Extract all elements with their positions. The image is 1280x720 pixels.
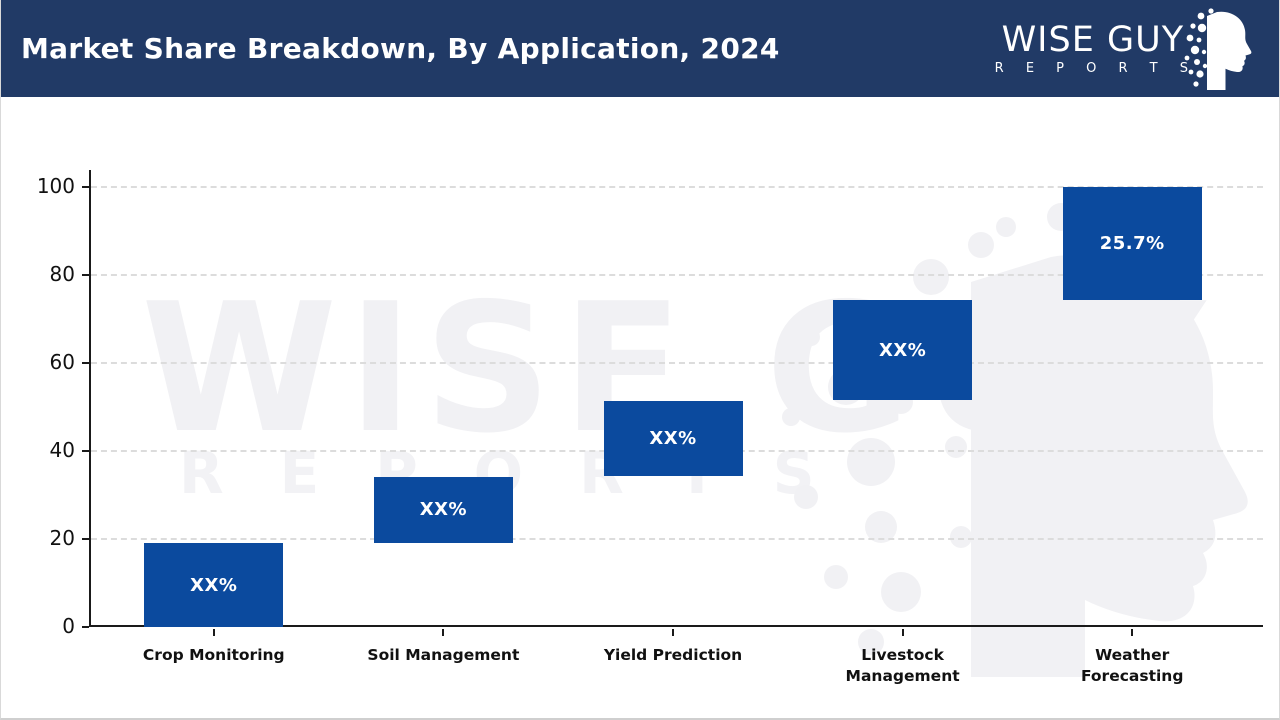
bar-value-label: 25.7%	[1099, 233, 1165, 255]
x-axis-label-crop-monitoring: Crop Monitoring	[142, 646, 285, 664]
x-tick-mark	[901, 629, 904, 636]
gridline-y-20	[91, 538, 1263, 540]
x-axis-label-weather-forecasting: Weather Forecasting	[1080, 646, 1184, 685]
y-tick-mark	[82, 186, 89, 188]
y-tick-mark	[82, 626, 89, 628]
bar-value-label: XX%	[419, 499, 468, 521]
bar-value-label: XX%	[190, 574, 238, 596]
gridline-y-80	[91, 274, 1263, 276]
bar-value-label: XX%	[649, 427, 697, 449]
x-tick-mark	[212, 629, 215, 636]
y-tick-mark	[82, 538, 89, 540]
y-tick-label-60: 60	[49, 350, 75, 374]
y-tick-label-0: 0	[62, 614, 75, 638]
chart-area: WISE GUY REPORTS 0 20 40 60 80 100 XX% Crop Mon…	[1, 97, 1280, 720]
brand-logo: WISE GUY R E P O R T S	[989, 6, 1257, 92]
brand-wordmark: WISE GUY R E P O R T S	[989, 22, 1197, 76]
bar-weather-forecasting: 25.7%	[1062, 187, 1202, 301]
chart-title: Market Share Breakdown, By Application, …	[21, 32, 780, 65]
brand-subname: R E P O R T S	[994, 60, 1197, 76]
y-tick-label-20: 20	[49, 526, 75, 550]
bar-yield-prediction: XX%	[603, 400, 743, 477]
x-axis-label-livestock-management: Livestock Management	[845, 646, 960, 685]
header-bar: Market Share Breakdown, By Application, …	[1, 0, 1279, 97]
bar-soil-management: XX%	[373, 476, 513, 543]
y-tick-label-80: 80	[49, 262, 75, 286]
plot-area: 0 20 40 60 80 100 XX% Crop Monitoring XX% Soil Ma…	[37, 170, 1263, 685]
y-tick-mark	[82, 274, 89, 276]
x-tick-mark	[442, 629, 445, 636]
bar-livestock-management: XX%	[833, 300, 973, 400]
x-tick-mark	[672, 629, 674, 636]
y-tick-mark	[82, 450, 89, 452]
brand-name: WISE GUY	[1001, 19, 1185, 60]
wise-guy-face-icon	[1184, 7, 1252, 90]
x-tick-mark	[1131, 629, 1134, 636]
y-tick-mark	[82, 362, 89, 364]
y-tick-label-100: 100	[36, 174, 75, 198]
x-axis-label-yield-prediction: Yield Prediction	[603, 646, 743, 664]
gridline-y-60	[91, 362, 1263, 364]
gridline-y-100	[91, 186, 1263, 188]
bar-value-label: XX%	[878, 339, 927, 361]
x-axis-label-soil-management: Soil Management	[367, 646, 520, 664]
bar-crop-monitoring: XX%	[144, 543, 284, 627]
y-tick-label-40: 40	[49, 438, 75, 462]
